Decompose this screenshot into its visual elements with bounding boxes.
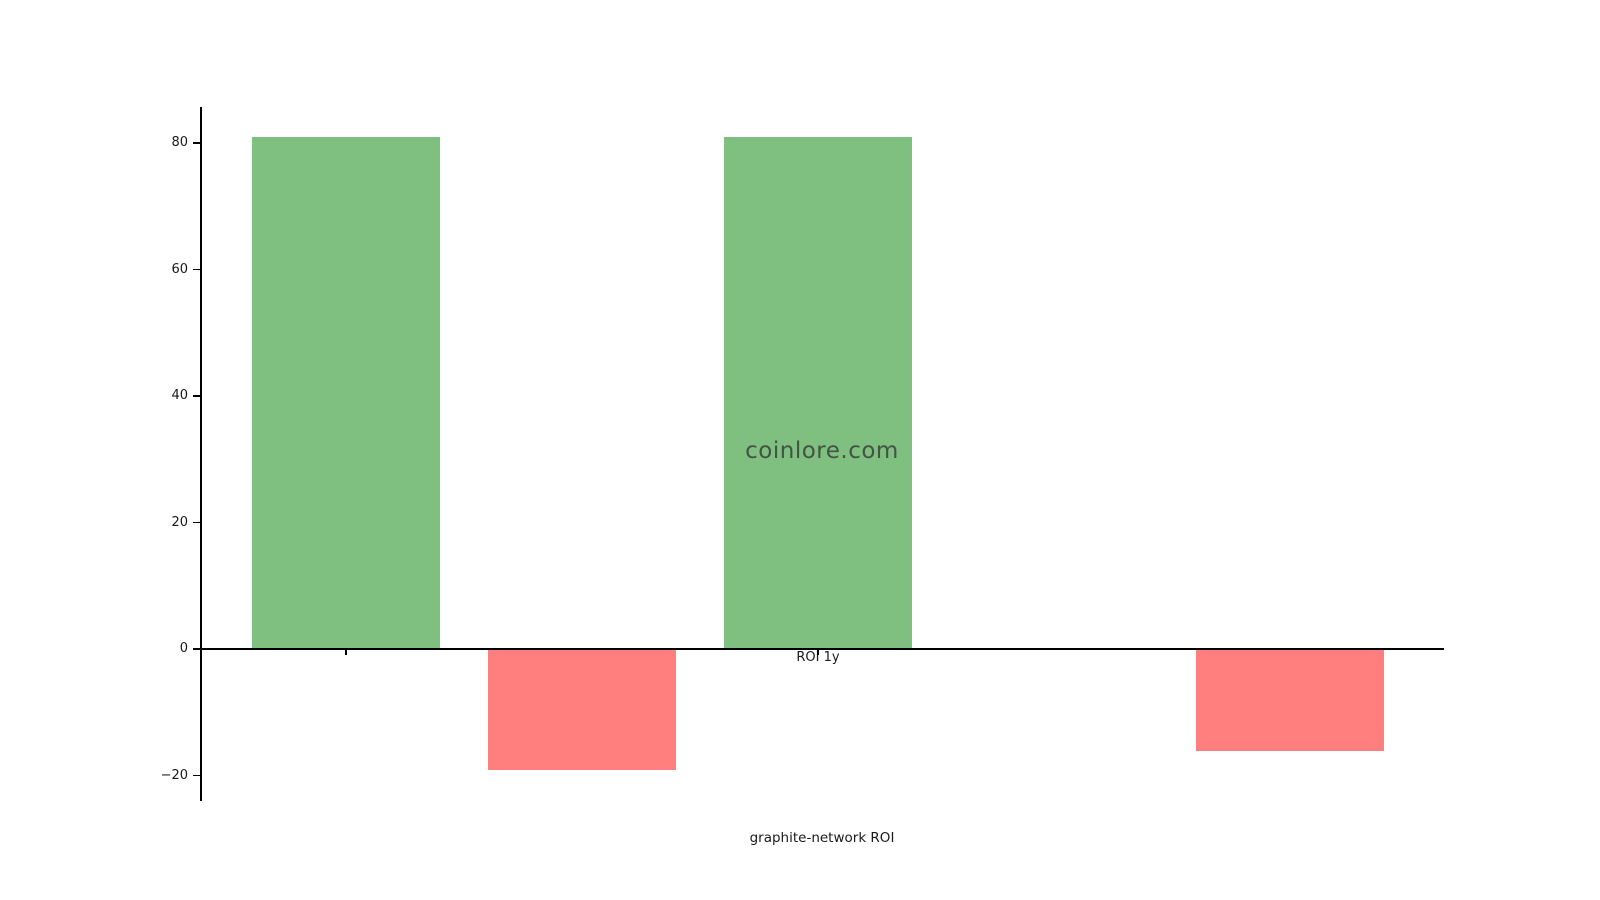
y-tick-label: 20 [171,514,188,530]
x-tick-mark [345,649,347,655]
x-tick-mark [817,649,819,655]
watermark-text: coinlore.com [745,438,899,464]
bar-negative [488,649,676,770]
y-tick-mark [193,142,200,144]
y-tick-label: 0 [179,641,188,656]
bar-positive [252,136,440,649]
bar-positive [724,136,912,649]
y-axis-line [200,107,202,801]
y-tick-label: −20 [160,767,188,783]
y-tick-mark [193,395,200,397]
y-tick-label: 60 [171,261,188,277]
y-tick-mark [193,648,200,650]
y-tick-mark [193,774,200,777]
y-tick-label: 80 [171,135,188,150]
y-tick-mark [193,521,200,524]
x-tick-label: ROI 1y [796,650,840,665]
bar-negative [1196,649,1384,751]
y-tick-label: 40 [171,388,188,403]
x-axis-zero-line [200,648,1444,650]
y-tick-mark [193,268,200,271]
chart-title: graphite-network ROI [749,830,895,846]
